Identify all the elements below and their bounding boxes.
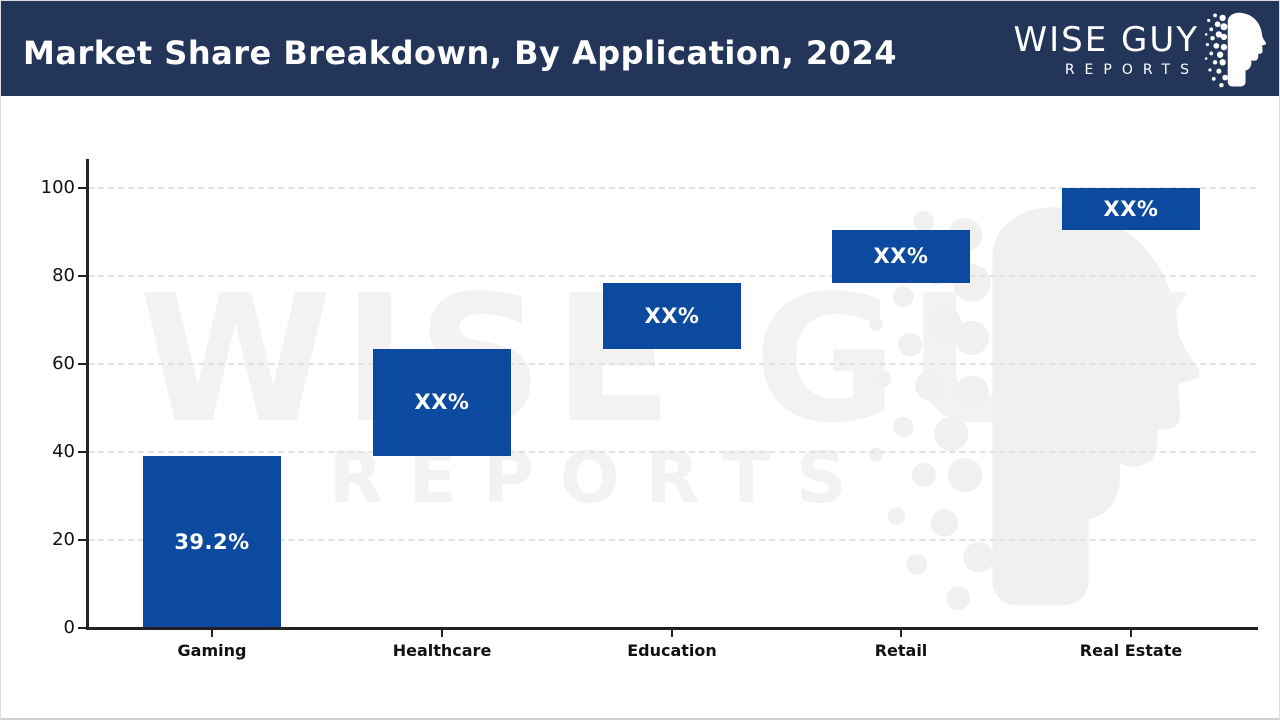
logo: WISE GUY REPORTS [1013,5,1269,93]
x-tick-gaming [211,628,213,637]
y-tick-label-20: 20 [52,529,75,550]
bar-real-estate: XX% [1062,188,1200,230]
bar-healthcare: XX% [373,348,511,456]
bar-gaming: 39.2% [143,455,281,628]
x-category-label-education: Education [627,641,717,660]
x-tick-real-estate [1130,628,1132,637]
y-tick-20 [78,539,87,541]
x-tick-healthcare [441,628,443,637]
x-tick-retail [900,628,902,637]
bar-value-label-real-estate: XX% [1103,196,1159,221]
page-title: Market Share Breakdown, By Application, … [23,34,897,72]
gridline-40 [88,451,1256,453]
y-tick-label-40: 40 [52,441,75,462]
x-tick-education [671,628,673,637]
x-category-label-retail: Retail [874,641,928,660]
bar-value-label-retail: XX% [873,244,929,269]
bar-value-label-education: XX% [644,303,700,328]
x-category-label-gaming: Gaming [177,641,247,660]
y-tick-label-100: 100 [40,177,75,198]
y-tick-60 [78,363,87,365]
bar-retail: XX% [832,229,970,283]
x-category-label-real-estate: Real Estate [1079,641,1183,660]
bar-value-label-healthcare: XX% [414,390,470,415]
gridline-80 [88,275,1256,277]
y-tick-label-60: 60 [52,353,75,374]
bar-value-label-gaming: 39.2% [174,529,250,554]
y-tick-40 [78,451,87,453]
y-tick-80 [78,275,87,277]
y-axis-line [86,159,89,629]
logo-reports: REPORTS [1064,62,1199,78]
y-tick-label-80: 80 [52,265,75,286]
bar-education: XX% [603,282,741,349]
gridline-60 [88,363,1256,365]
logo-wordmark: WISE GUY [1013,20,1199,60]
logo-text: WISE GUY REPORTS [1013,20,1199,78]
gridline-100 [88,187,1256,189]
y-tick-label-0: 0 [63,617,75,638]
header-bar: Market Share Breakdown, By Application, … [1,1,1279,96]
y-tick-0 [78,627,87,629]
x-category-label-healthcare: Healthcare [392,641,492,660]
y-tick-100 [78,187,87,189]
gridline-20 [88,539,1256,541]
